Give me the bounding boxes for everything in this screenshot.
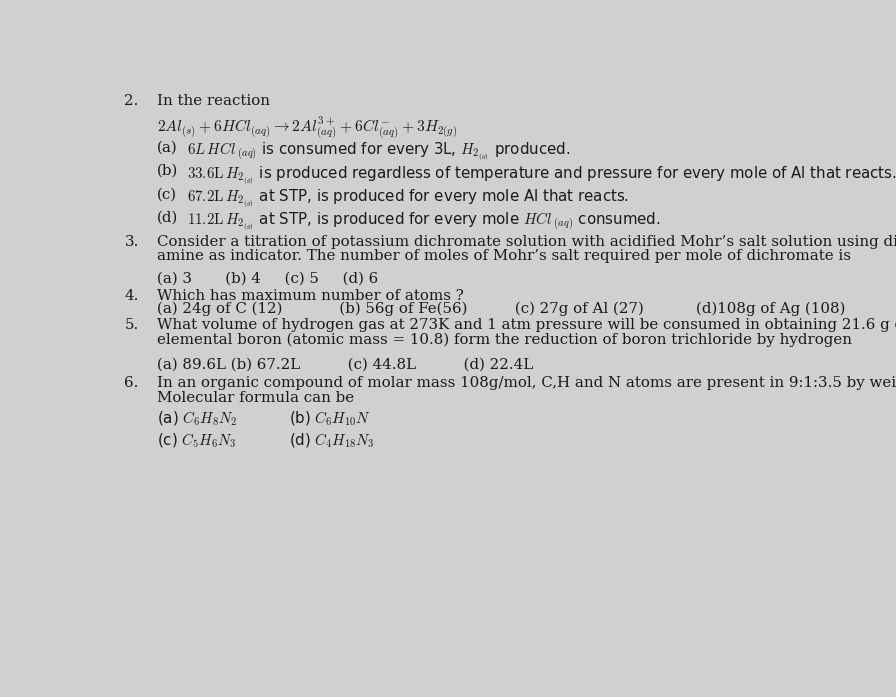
Text: In the reaction: In the reaction [157,94,270,108]
Text: (a) 3       (b) 4     (c) 5     (d) 6: (a) 3 (b) 4 (c) 5 (d) 6 [157,271,378,286]
Text: In an organic compound of molar mass 108g/mol, C,H and N atoms are present in 9:: In an organic compound of molar mass 108… [157,376,896,390]
Text: (d): (d) [157,210,178,224]
Text: (d) $C_4H_{18}N_3$: (d) $C_4H_{18}N_3$ [289,431,375,450]
Text: $33.6\mathrm{L}\,H_{2_{(g)}}$ is produced regardless of temperature and pressure: $33.6\mathrm{L}\,H_{2_{(g)}}$ is produce… [187,164,896,187]
Text: Which has maximum number of atoms ?: Which has maximum number of atoms ? [157,289,464,302]
Text: (b) $C_6H_{10}N$: (b) $C_6H_{10}N$ [289,409,371,427]
Text: Consider a titration of potassium dichromate solution with acidified Mohr’s salt: Consider a titration of potassium dichro… [157,235,896,249]
Text: elemental boron (atomic mass = 10.8) form the reduction of boron trichloride by : elemental boron (atomic mass = 10.8) for… [157,332,852,346]
Text: What volume of hydrogen gas at 273K and 1 atm pressure will be consumed in obtai: What volume of hydrogen gas at 273K and … [157,318,896,332]
Text: 2.: 2. [125,94,139,108]
Text: $67.2\mathrm{L}\,H_{2_{(g)}}$ at STP, is produced for every mole Al that reacts.: $67.2\mathrm{L}\,H_{2_{(g)}}$ at STP, is… [187,187,629,210]
Text: Molecular formula can be: Molecular formula can be [157,390,354,405]
Text: (a) 89.6L (b) 67.2L          (c) 44.8L          (d) 22.4L: (a) 89.6L (b) 67.2L (c) 44.8L (d) 22.4L [157,358,533,372]
Text: amine as indicator. The number of moles of Mohr’s salt required per mole of dich: amine as indicator. The number of moles … [157,249,851,263]
Text: $11.2\mathrm{L}\,H_{2_{(g)}}$ at STP, is produced for every mole $HCl_{\ (aq)}$ : $11.2\mathrm{L}\,H_{2_{(g)}}$ at STP, is… [187,210,660,233]
Text: $2Al_{(s)}+6HCl_{(aq)}\rightarrow 2Al^{3+}_{(aq)}+6Cl^{-}_{(aq)}+3H_{2(g)}$: $2Al_{(s)}+6HCl_{(aq)}\rightarrow 2Al^{3… [157,114,457,141]
Text: (a): (a) [157,141,177,155]
Text: (c) $C_5H_6N_3$: (c) $C_5H_6N_3$ [157,431,237,450]
Text: (a) $C_6H_8N_2$: (a) $C_6H_8N_2$ [157,409,237,427]
Text: 3.: 3. [125,235,139,249]
Text: 5.: 5. [125,318,139,332]
Text: (b): (b) [157,164,178,178]
Text: 6.: 6. [125,376,139,390]
Text: (a) 24g of C (12)            (b) 56g of Fe(56)          (c) 27g of Al (27)      : (a) 24g of C (12) (b) 56g of Fe(56) (c) … [157,302,846,316]
Text: 4.: 4. [125,289,139,302]
Text: (c): (c) [157,187,177,201]
Text: $6L\,HCl_{\ (aq)}$ is consumed for every 3L, $H_{2_{(g)}}$ produced.: $6L\,HCl_{\ (aq)}$ is consumed for every… [187,141,570,163]
